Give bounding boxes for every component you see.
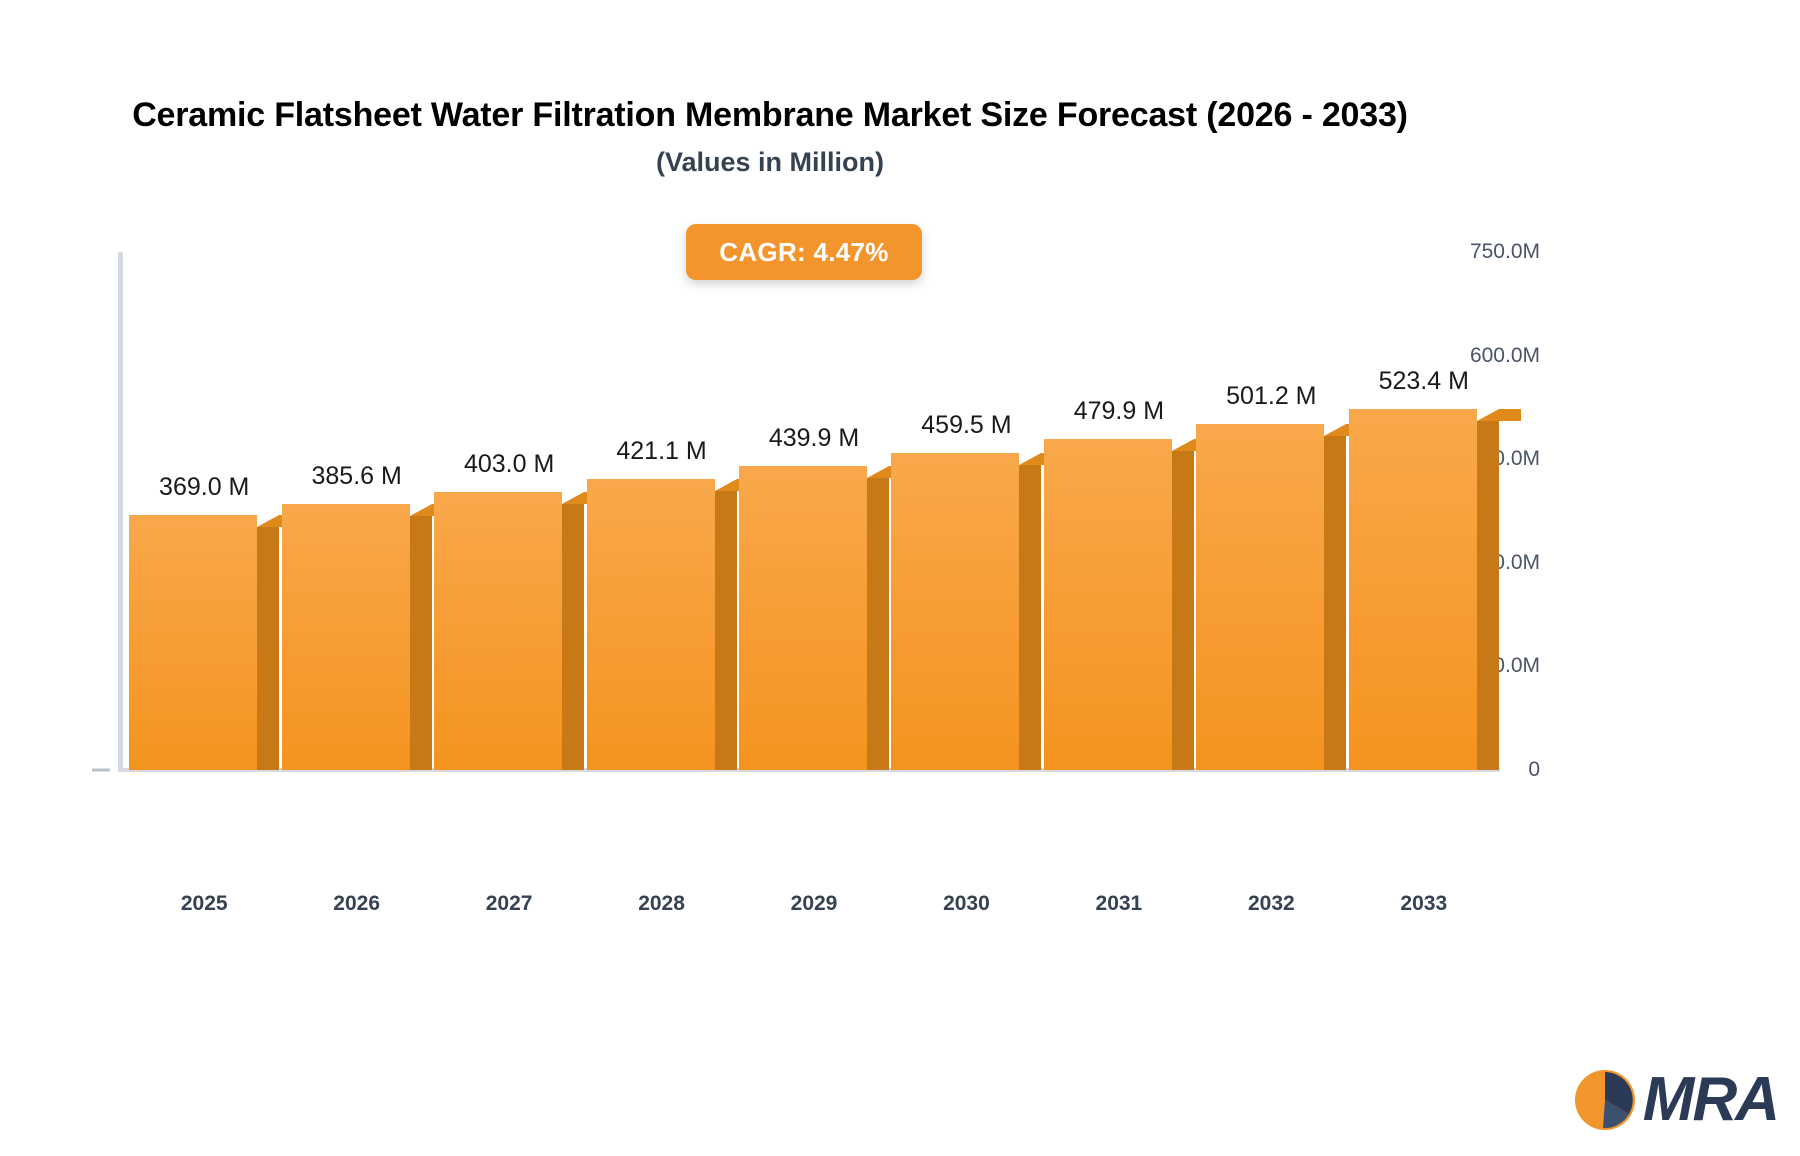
bar-front-face	[1043, 438, 1172, 770]
bar-value-label: 421.1 M	[616, 437, 707, 466]
bar-value-label: 501.2 M	[1226, 381, 1317, 410]
x-axis-tick-label: 2028	[638, 892, 685, 915]
cagr-badge: CAGR: 4.47%	[686, 224, 922, 280]
bar[interactable]	[281, 503, 454, 770]
bar[interactable]	[129, 515, 302, 770]
pie-chart-mark-icon	[1574, 1070, 1635, 1130]
bar-value-label: 479.9 M	[1073, 396, 1165, 425]
bar-front-face	[1196, 423, 1325, 770]
chart-subtitle: (Values in Million)	[655, 147, 885, 177]
bar-side-face	[1324, 435, 1347, 770]
bar-side-face	[867, 478, 889, 770]
y-axis-tick-label: 600.0M	[1469, 343, 1540, 367]
chart-plot-area: Ceramic Flatsheet Water Filtration Membr…	[92, 96, 1540, 915]
logo-text: MRA	[1642, 1065, 1780, 1134]
bar[interactable]	[586, 479, 759, 770]
x-axis-tick-label: 2033	[1400, 892, 1448, 915]
x-axis-tick-label: 2031	[1095, 892, 1143, 915]
bar-front-face	[434, 491, 563, 770]
y-axis-tick-mark	[92, 768, 110, 772]
bar-side-face	[1019, 464, 1042, 770]
bar-top-face	[1476, 408, 1521, 421]
bar[interactable]	[434, 491, 607, 770]
x-axis-line	[118, 768, 1500, 772]
bar-front-face	[739, 466, 867, 770]
bar-front-face	[129, 515, 258, 770]
bar[interactable]	[739, 466, 911, 770]
y-axis-tick-label: 0	[1528, 758, 1540, 781]
bar[interactable]	[1348, 408, 1521, 770]
cagr-badge-label: CAGR: 4.47%	[719, 236, 889, 267]
bar-side-face	[257, 527, 280, 770]
x-axis-tick-label: 2027	[485, 892, 533, 915]
bar-value-label: 385.6 M	[311, 461, 402, 490]
x-axis-tick-label: 2026	[333, 892, 381, 915]
bar-front-face	[281, 503, 410, 770]
bar-side-face	[409, 515, 432, 770]
bar-side-face	[562, 503, 585, 770]
bar-value-label: 369.0 M	[159, 473, 250, 502]
bar[interactable]	[1196, 423, 1369, 770]
page-title: Ceramic Flatsheet Water Filtration Membr…	[132, 96, 1408, 134]
y-axis-line	[118, 252, 123, 771]
bar-side-face	[1476, 420, 1499, 770]
x-axis-tick-label: 2032	[1247, 892, 1295, 915]
x-axis-tick-label: 2029	[790, 892, 838, 915]
mra-logo: MRA	[1573, 1065, 1780, 1134]
y-axis-tick-label: 750.0M	[1469, 240, 1540, 263]
bar[interactable]	[891, 452, 1064, 770]
bar-value-label: 439.9 M	[768, 424, 860, 453]
x-axis-tick-label: 2030	[943, 892, 990, 915]
bar-value-label: 403.0 M	[463, 449, 555, 478]
bar-value-label: 523.4 M	[1378, 366, 1469, 395]
bar-side-face	[1171, 450, 1194, 770]
bar[interactable]	[1043, 438, 1216, 770]
bar-front-face	[586, 479, 715, 770]
bar-value-label: 459.5 M	[921, 410, 1012, 439]
bar-front-face	[891, 452, 1020, 770]
x-axis-tick-label: 2025	[180, 892, 228, 915]
bar-front-face	[1348, 408, 1477, 770]
bar-side-face	[714, 491, 737, 770]
